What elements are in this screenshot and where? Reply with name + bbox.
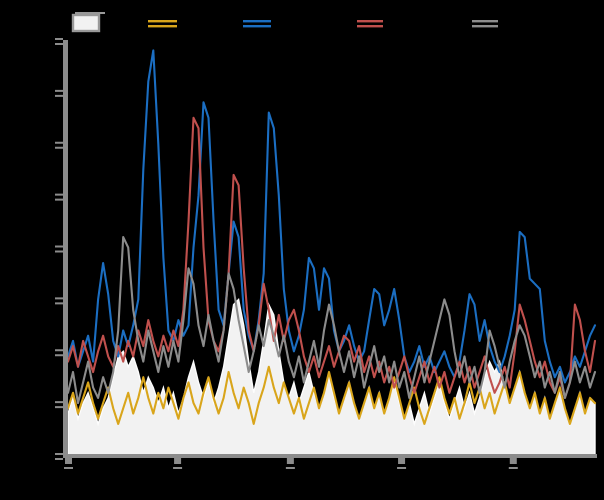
y-tick: [55, 141, 63, 144]
y-tick: [55, 94, 63, 97]
plot-area: [66, 49, 597, 458]
legend-swatch-red-series: [357, 20, 383, 23]
series-gold-series: [66, 365, 597, 425]
x-tick: [508, 467, 518, 469]
y-axis-spine: [63, 40, 68, 458]
series-gray-series: [66, 236, 597, 405]
axes: [55, 38, 597, 469]
legend-swatch-area-series: [71, 13, 101, 33]
series-blue-series: [66, 49, 597, 384]
y-tick: [55, 354, 63, 357]
legend-swatch-gray-series: [472, 20, 498, 23]
y-tick: [55, 349, 63, 352]
legend-swatch-red-series: [357, 25, 383, 28]
x-tick: [398, 458, 406, 464]
y-tick: [55, 250, 63, 253]
legend-swatch-edge: [75, 12, 105, 14]
y-tick: [55, 401, 63, 404]
y-tick: [55, 245, 63, 248]
y-tick: [55, 453, 63, 455]
legend-swatch-blue-series: [243, 25, 271, 28]
y-tick: [55, 89, 63, 92]
y-tick: [55, 146, 63, 149]
legend-swatch-gold-series: [148, 25, 177, 28]
legend-swatch-gray-series: [472, 25, 498, 28]
y-tick: [55, 198, 63, 201]
y-tick: [55, 406, 63, 409]
y-tick: [55, 38, 63, 40]
y-tick: [55, 193, 63, 196]
x-tick: [285, 467, 295, 469]
legend-swatch-blue-series: [243, 20, 271, 23]
x-tick: [65, 458, 72, 464]
x-tick: [173, 467, 183, 469]
x-tick: [286, 458, 294, 464]
x-tick: [64, 467, 73, 469]
x-axis-spine: [63, 454, 597, 458]
y-tick: [55, 43, 63, 45]
legend-swatch-gold-series: [148, 20, 177, 23]
y-tick: [55, 302, 63, 305]
x-tick: [397, 467, 407, 469]
x-tick: [509, 458, 517, 464]
legend: [71, 12, 498, 33]
y-tick: [55, 458, 63, 460]
x-tick: [174, 458, 182, 464]
series-red-series: [66, 116, 597, 399]
y-tick: [55, 297, 63, 300]
